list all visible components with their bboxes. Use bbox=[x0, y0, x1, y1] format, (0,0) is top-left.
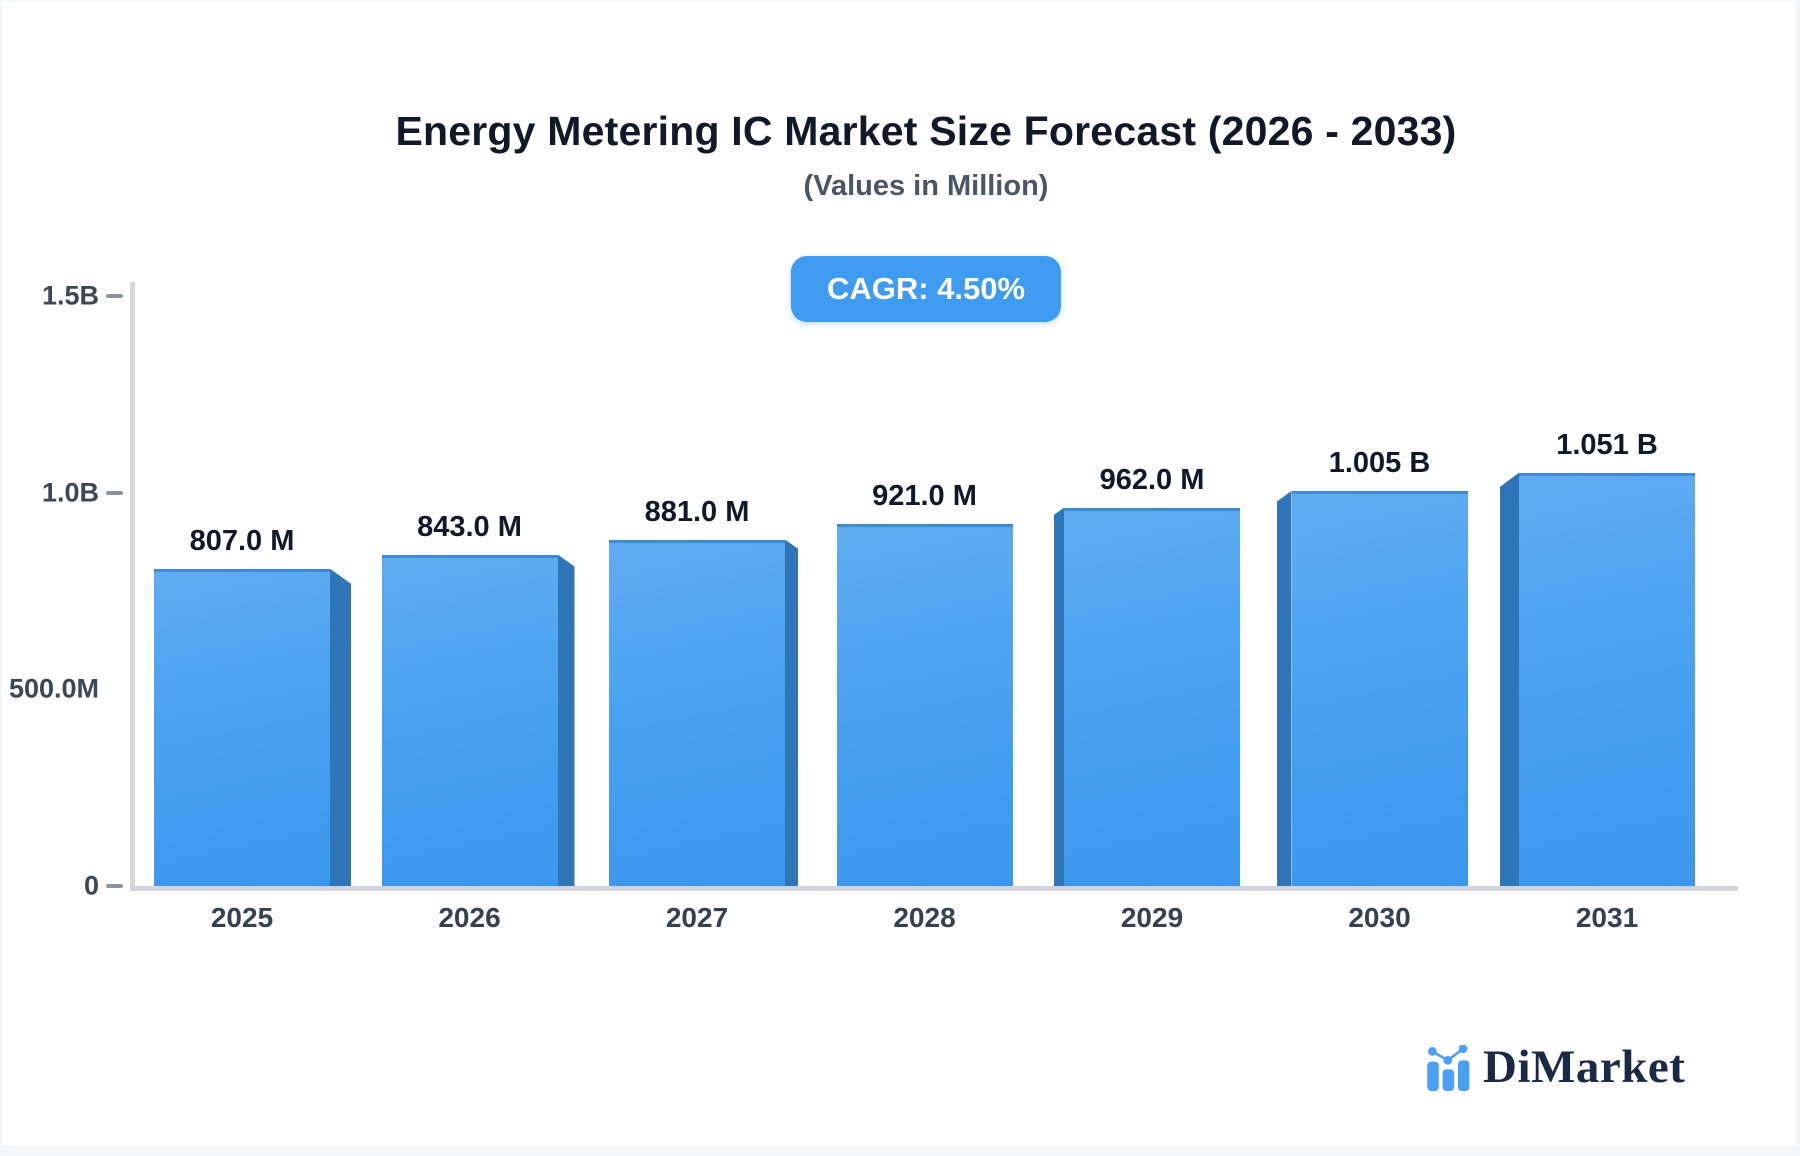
bar-value-label: 807.0 M bbox=[189, 524, 295, 557]
bar-value-label: 962.0 M bbox=[1099, 463, 1205, 496]
cagr-badge: CAGR: 4.50% bbox=[790, 256, 1062, 322]
y-axis-tick-label: 500.0M bbox=[8, 673, 99, 704]
x-axis-label: 2025 bbox=[210, 902, 274, 933]
y-axis-tick-label: 0 bbox=[83, 870, 99, 901]
y-axis-tick-mark bbox=[106, 294, 123, 299]
x-axis-line bbox=[130, 886, 1738, 891]
bar-side-face bbox=[785, 539, 798, 886]
bar-2031 bbox=[1519, 472, 1695, 886]
bar-value-label: 881.0 M bbox=[644, 495, 750, 528]
chart-subtitle: (Values in Million) bbox=[803, 170, 1049, 202]
y-axis-tick-label: 1.0B bbox=[41, 477, 99, 508]
logo-wordmark: DiMarket bbox=[1483, 1041, 1686, 1093]
bar-side-face bbox=[1276, 490, 1292, 886]
bar-value-label: 1.005 B bbox=[1328, 446, 1431, 479]
x-axis-label: 2027 bbox=[665, 902, 729, 933]
x-axis-label: 2031 bbox=[1575, 902, 1639, 933]
bar-side-face bbox=[330, 568, 351, 886]
x-axis-label: 2028 bbox=[893, 902, 956, 933]
x-axis-label: 2030 bbox=[1348, 902, 1411, 933]
bar-2027 bbox=[609, 539, 785, 886]
y-axis-tick-label: 1.5B bbox=[41, 280, 99, 311]
bar-value-label: 1.051 B bbox=[1556, 428, 1658, 461]
bar-side-face bbox=[1500, 472, 1519, 886]
x-axis-label: 2026 bbox=[438, 902, 501, 933]
x-axis-label: 2029 bbox=[1120, 902, 1184, 933]
bar-2026 bbox=[381, 554, 558, 886]
bar-value-label: 843.0 M bbox=[417, 510, 522, 543]
bar-side-face bbox=[557, 554, 575, 886]
y-axis-line bbox=[130, 282, 135, 891]
bar-2029 bbox=[1064, 507, 1240, 886]
bar-value-label: 921.0 M bbox=[872, 479, 977, 512]
bar-side-face bbox=[1054, 507, 1064, 886]
bar-2028 bbox=[836, 523, 1013, 886]
bar-2025 bbox=[154, 568, 330, 886]
y-axis-tick-mark bbox=[106, 490, 123, 495]
y-axis-tick-mark bbox=[106, 884, 123, 888]
chart-title: Energy Metering IC Market Size Forecast … bbox=[395, 108, 1457, 154]
mini-bar-chart-icon bbox=[1427, 1045, 1470, 1091]
dimarket-logo: DiMarket bbox=[1427, 1044, 1685, 1091]
bar-2030 bbox=[1291, 490, 1468, 886]
